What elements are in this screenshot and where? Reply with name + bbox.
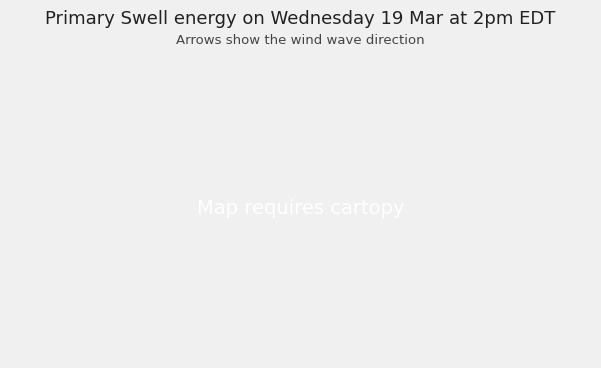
Text: Arrows show the wind wave direction: Arrows show the wind wave direction xyxy=(176,34,425,47)
Text: Primary Swell energy on Wednesday 19 Mar at 2pm EDT: Primary Swell energy on Wednesday 19 Mar… xyxy=(45,10,556,28)
Text: Map requires cartopy: Map requires cartopy xyxy=(197,199,404,218)
